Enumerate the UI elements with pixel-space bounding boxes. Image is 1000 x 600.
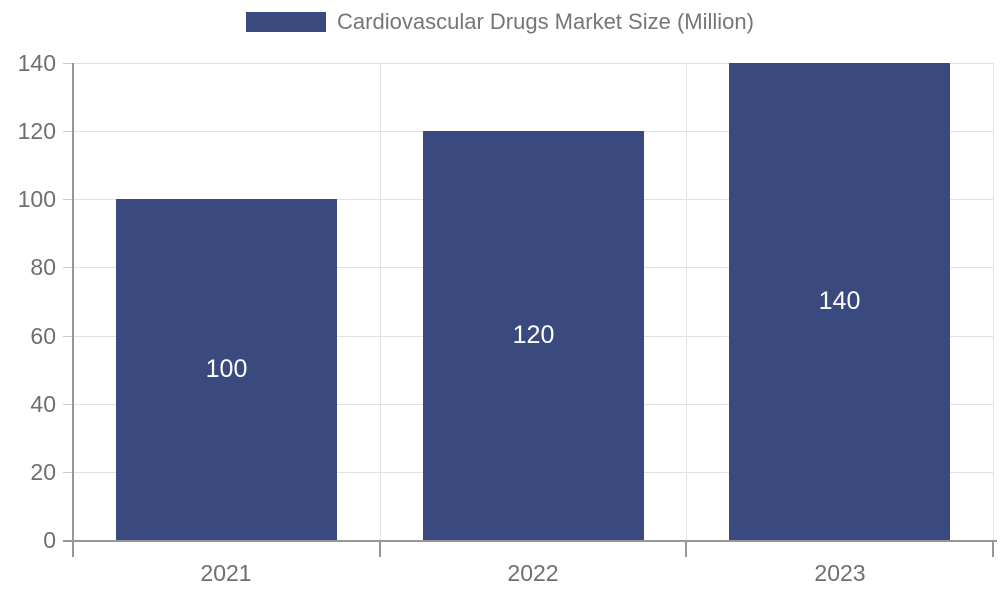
y-axis-tick-label: 140 bbox=[17, 50, 56, 76]
legend[interactable]: Cardiovascular Drugs Market Size (Millio… bbox=[0, 0, 1000, 44]
x-gridline bbox=[993, 63, 994, 540]
y-axis-tick-label: 0 bbox=[43, 527, 56, 553]
x-gridline bbox=[686, 63, 687, 540]
y-axis-tick-label: 60 bbox=[30, 323, 56, 349]
bar-2021[interactable]: 100 bbox=[116, 199, 337, 540]
x-axis-line bbox=[63, 540, 997, 542]
bar-2023[interactable]: 140 bbox=[729, 63, 950, 540]
y-axis-tick-label: 40 bbox=[30, 391, 56, 417]
y-axis-tick-label: 100 bbox=[17, 186, 56, 212]
legend-swatch bbox=[246, 12, 327, 32]
bar-value-label: 120 bbox=[512, 321, 555, 349]
legend-label: Cardiovascular Drugs Market Size (Millio… bbox=[337, 9, 754, 34]
x-gridline bbox=[380, 63, 381, 540]
x-axis-tick bbox=[379, 542, 381, 557]
y-axis-tick bbox=[63, 199, 73, 200]
y-gridline bbox=[73, 63, 993, 64]
y-axis-tick bbox=[63, 131, 73, 132]
x-axis-tick-label-2023: 2023 bbox=[814, 560, 866, 586]
bar-value-label: 100 bbox=[205, 355, 248, 383]
y-axis-tick bbox=[63, 63, 73, 64]
y-axis-tick-label: 120 bbox=[17, 118, 56, 144]
x-axis-tick bbox=[685, 542, 687, 557]
x-axis-tick-label-2021: 2021 bbox=[200, 560, 252, 586]
y-axis-tick bbox=[63, 472, 73, 473]
bar-2022[interactable]: 120 bbox=[423, 131, 644, 540]
x-axis-tick-label-2022: 2022 bbox=[507, 560, 559, 586]
x-axis-tick bbox=[992, 542, 994, 557]
y-axis-line bbox=[72, 63, 74, 557]
y-axis-tick bbox=[63, 404, 73, 405]
y-axis-tick-label: 80 bbox=[30, 254, 56, 280]
y-axis-tick-label: 20 bbox=[30, 459, 56, 485]
y-axis-tick bbox=[63, 336, 73, 337]
y-axis-tick bbox=[63, 267, 73, 268]
bar-value-label: 140 bbox=[818, 287, 861, 315]
